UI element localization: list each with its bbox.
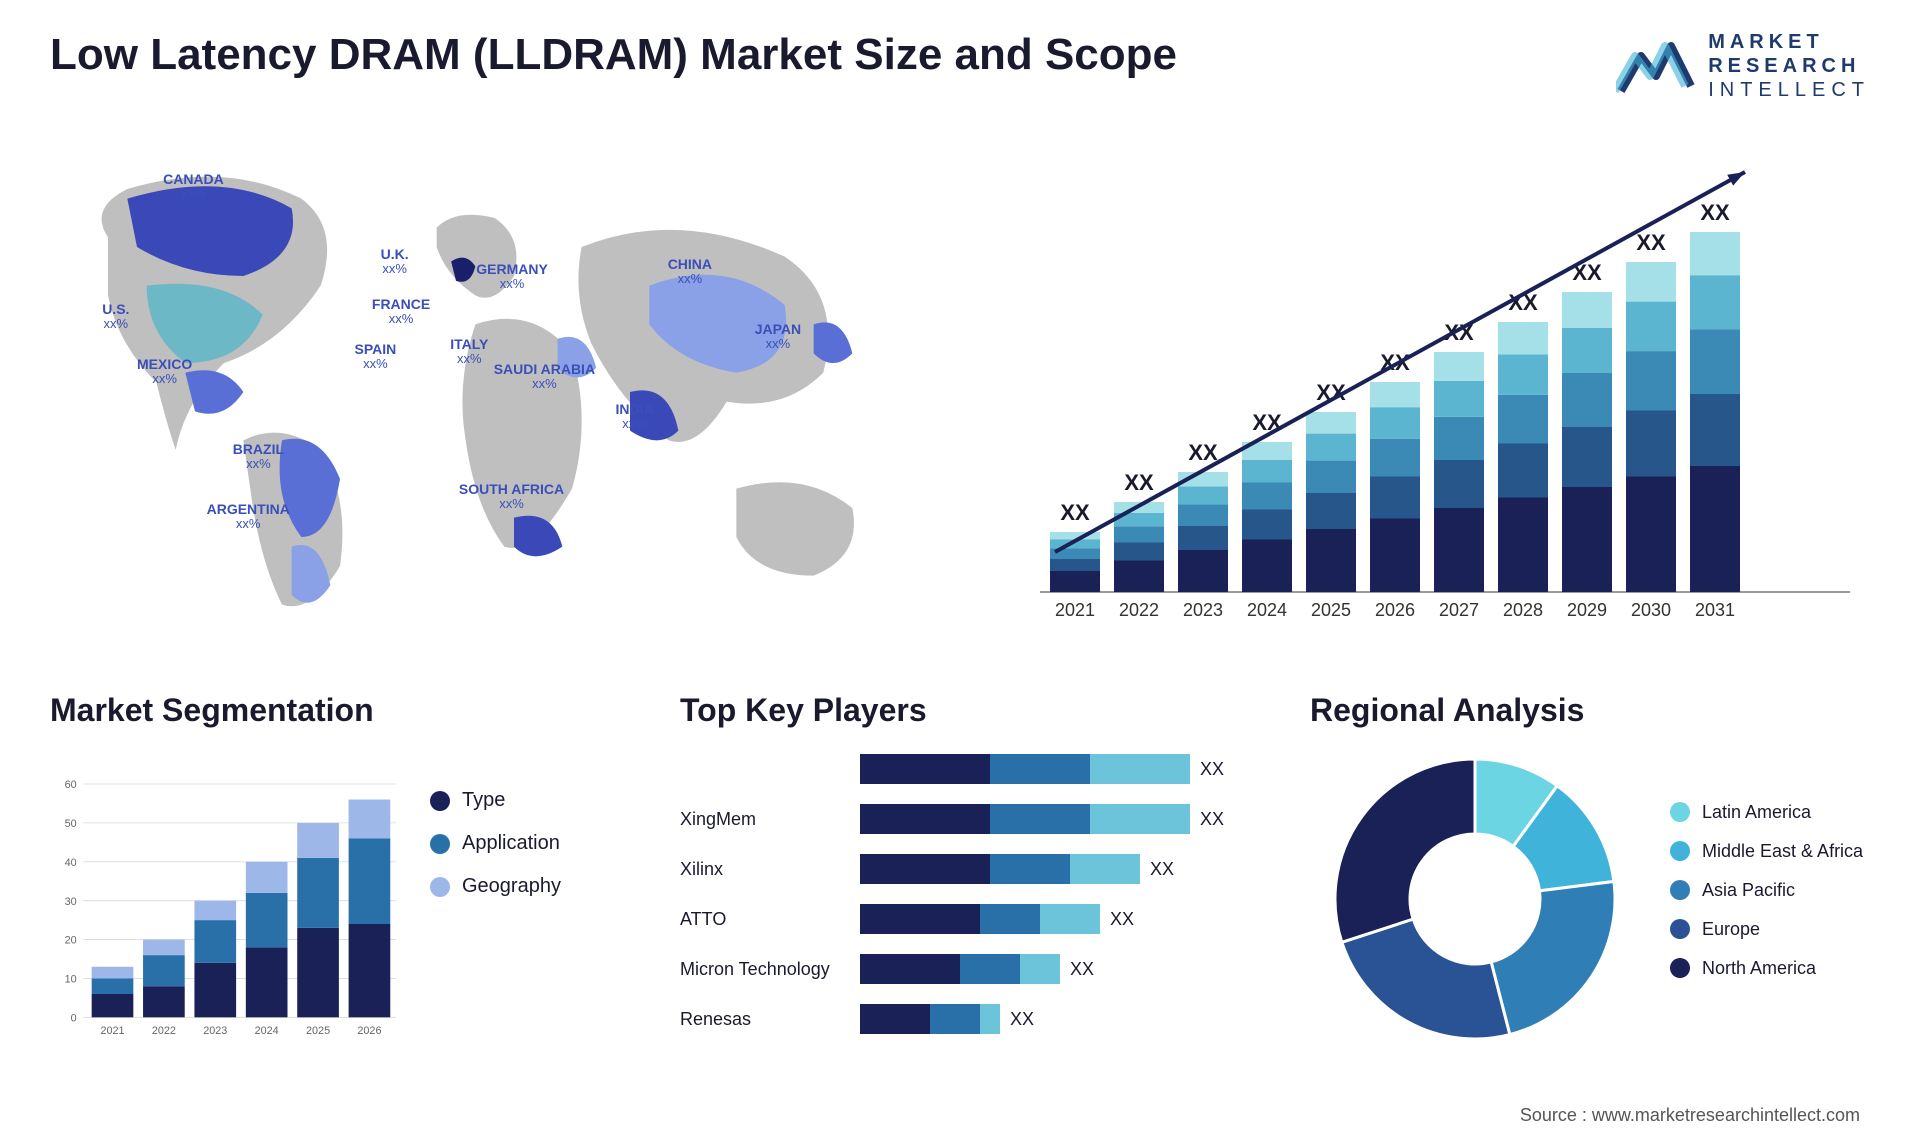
- map-label-u-s-: U.S.xx%: [102, 302, 129, 332]
- svg-text:2024: 2024: [1247, 600, 1287, 620]
- header: Low Latency DRAM (LLDRAM) Market Size an…: [50, 30, 1870, 102]
- svg-text:XX: XX: [1188, 440, 1218, 465]
- player-value: XX: [1200, 809, 1224, 830]
- svg-text:20: 20: [65, 935, 77, 947]
- player-value: XX: [1070, 959, 1094, 980]
- svg-text:2031: 2031: [1695, 600, 1735, 620]
- map-label-u-k-: U.K.xx%: [381, 247, 409, 277]
- map-label-argentina: ARGENTINAxx%: [207, 502, 290, 532]
- svg-text:2023: 2023: [1183, 600, 1223, 620]
- seg-legend-geography: Geography: [430, 875, 610, 898]
- world-map-panel: CANADAxx% U.S.xx% MEXICOxx% BRAZILxx% ARGENT…: [50, 142, 920, 642]
- map-label-mexico: MEXICOxx%: [137, 357, 192, 387]
- logo-icon: [1616, 31, 1696, 101]
- svg-text:50: 50: [65, 818, 77, 830]
- player-bar: [860, 1004, 1000, 1034]
- map-label-germany: GERMANYxx%: [476, 262, 548, 292]
- forecast-chart: XX2021XX2022XX2023XX2024XX2025XX2026XX20…: [1000, 142, 1870, 642]
- svg-text:2024: 2024: [255, 1025, 279, 1037]
- player-bar: [860, 754, 1190, 784]
- segmentation-title: Market Segmentation: [50, 692, 610, 729]
- source-label: Source : www.marketresearchintellect.com: [1520, 1105, 1860, 1126]
- region-legend-europe: Europe: [1670, 919, 1870, 940]
- player-bar: [860, 904, 1100, 934]
- svg-text:2026: 2026: [357, 1025, 381, 1037]
- seg-legend-type: Type: [430, 789, 610, 812]
- svg-text:XX: XX: [1124, 470, 1154, 495]
- players-panel: Top Key Players XX XingMem XX Xilinx XX ATTO X…: [680, 692, 1240, 1069]
- region-legend-latin-america: Latin America: [1670, 802, 1870, 823]
- page-title: Low Latency DRAM (LLDRAM) Market Size an…: [50, 30, 1177, 80]
- player-row: XingMem XX: [680, 799, 1240, 839]
- player-bar: [860, 804, 1190, 834]
- svg-text:2022: 2022: [152, 1025, 176, 1037]
- region-legend-middle-east-africa: Middle East & Africa: [1670, 841, 1870, 862]
- player-label: Xilinx: [680, 859, 860, 880]
- svg-text:XX: XX: [1060, 500, 1090, 525]
- svg-text:10: 10: [65, 974, 77, 986]
- player-label: Micron Technology: [680, 959, 860, 980]
- player-value: XX: [1110, 909, 1134, 930]
- svg-text:2025: 2025: [306, 1025, 330, 1037]
- segmentation-panel: Market Segmentation 0 10 20 30 40 50 60 2021 202…: [50, 692, 610, 1069]
- map-label-india: INDIAxx%: [616, 402, 654, 432]
- map-label-france: FRANCExx%: [372, 297, 430, 327]
- svg-text:0: 0: [71, 1013, 77, 1025]
- player-bar: [860, 854, 1140, 884]
- map-label-italy: ITALYxx%: [450, 337, 488, 367]
- player-row: Renesas XX: [680, 999, 1240, 1039]
- svg-text:2030: 2030: [1631, 600, 1671, 620]
- seg-legend-application: Application: [430, 832, 610, 855]
- player-bar: [860, 954, 1060, 984]
- svg-text:2027: 2027: [1439, 600, 1479, 620]
- bottom-row: Market Segmentation 0 10 20 30 40 50 60 2021 202…: [50, 692, 1870, 1069]
- map-label-japan: JAPANxx%: [755, 322, 801, 352]
- map-label-spain: SPAINxx%: [355, 342, 397, 372]
- segmentation-chart: 0 10 20 30 40 50 60 2021 2022 2023 2024 2025 2026: [50, 749, 400, 1069]
- svg-text:XX: XX: [1636, 230, 1666, 255]
- regional-legend: Latin America Middle East & Africa Asia Pa…: [1670, 802, 1870, 997]
- svg-text:2026: 2026: [1375, 600, 1415, 620]
- player-value: XX: [1200, 759, 1224, 780]
- player-label: Renesas: [680, 1009, 860, 1030]
- svg-text:2025: 2025: [1311, 600, 1351, 620]
- svg-text:2028: 2028: [1503, 600, 1543, 620]
- svg-text:2021: 2021: [100, 1025, 124, 1037]
- player-row: XX: [680, 749, 1240, 789]
- top-row: CANADAxx% U.S.xx% MEXICOxx% BRAZILxx% ARGENT…: [50, 142, 1870, 642]
- player-row: Micron Technology XX: [680, 949, 1240, 989]
- svg-text:XX: XX: [1700, 200, 1730, 225]
- regional-donut: [1310, 749, 1640, 1049]
- map-label-south-africa: SOUTH AFRICAxx%: [459, 482, 564, 512]
- region-legend-asia-pacific: Asia Pacific: [1670, 880, 1870, 901]
- svg-text:40: 40: [65, 857, 77, 869]
- world-map: [50, 142, 920, 642]
- player-row: Xilinx XX: [680, 849, 1240, 889]
- svg-text:2022: 2022: [1119, 600, 1159, 620]
- regional-title: Regional Analysis: [1310, 692, 1870, 729]
- forecast-chart-panel: XX2021XX2022XX2023XX2024XX2025XX2026XX20…: [980, 142, 1870, 642]
- logo-text: MARKET RESEARCH INTELLECT: [1708, 30, 1870, 102]
- map-label-brazil: BRAZILxx%: [233, 442, 284, 472]
- svg-text:2021: 2021: [1055, 600, 1095, 620]
- svg-text:2029: 2029: [1567, 600, 1607, 620]
- regional-panel: Regional Analysis Latin America Middle Ea…: [1310, 692, 1870, 1069]
- player-label: ATTO: [680, 909, 860, 930]
- player-value: XX: [1010, 1009, 1034, 1030]
- map-label-canada: CANADAxx%: [163, 172, 224, 202]
- map-label-saudi-arabia: SAUDI ARABIAxx%: [494, 362, 595, 392]
- svg-text:2023: 2023: [203, 1025, 227, 1037]
- region-legend-north-america: North America: [1670, 958, 1870, 979]
- player-value: XX: [1150, 859, 1174, 880]
- map-label-china: CHINAxx%: [668, 257, 712, 287]
- players-chart: XXXingMemXXXilinxXXATTOXXMicron Technolo…: [680, 749, 1240, 1069]
- brand-logo: MARKET RESEARCH INTELLECT: [1616, 30, 1870, 102]
- svg-text:60: 60: [65, 779, 77, 791]
- svg-text:30: 30: [65, 896, 77, 908]
- players-title: Top Key Players: [680, 692, 1240, 729]
- player-label: XingMem: [680, 809, 860, 830]
- segmentation-legend: Type Application Geography: [430, 749, 610, 1069]
- player-row: ATTO XX: [680, 899, 1240, 939]
